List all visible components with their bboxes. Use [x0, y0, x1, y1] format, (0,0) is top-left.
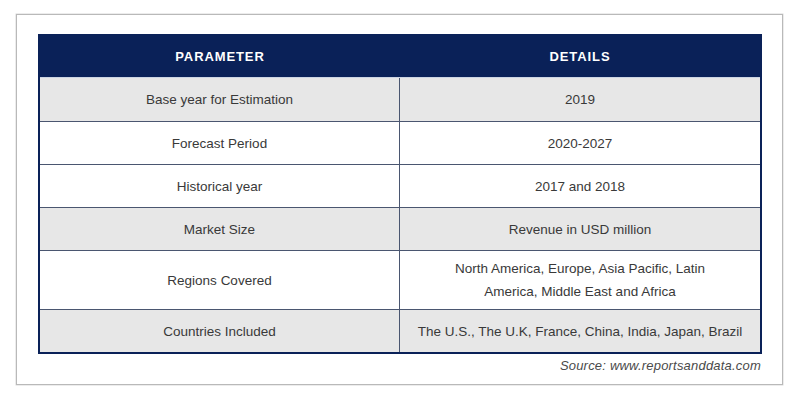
parameter-cell: Countries Included [40, 310, 400, 352]
column-header-parameter: PARAMETER [40, 36, 400, 77]
source-attribution: Source: www.reportsanddata.com [560, 358, 761, 373]
parameter-cell: Historical year [40, 165, 400, 207]
table-row: Base year for Estimation2019 [40, 78, 760, 121]
report-scope-table: PARAMETER DETAILS Base year for Estimati… [38, 34, 762, 354]
table-body: Base year for Estimation2019Forecast Per… [40, 78, 760, 352]
parameter-cell: Forecast Period [40, 122, 400, 164]
parameter-cell: Regions Covered [40, 251, 400, 309]
table-row: Regions CoveredNorth America, Europe, As… [40, 250, 760, 309]
table-row: Market SizeRevenue in USD million [40, 207, 760, 250]
table-header-row: PARAMETER DETAILS [40, 36, 760, 78]
details-cell: Revenue in USD million [400, 208, 760, 250]
column-header-details: DETAILS [400, 36, 760, 77]
details-cell: North America, Europe, Asia Pacific, Lat… [400, 251, 760, 309]
parameter-cell: Base year for Estimation [40, 78, 400, 121]
details-cell: 2020-2027 [400, 122, 760, 164]
details-cell: 2019 [400, 78, 760, 121]
table-row: Historical year2017 and 2018 [40, 164, 760, 207]
details-cell: The U.S., The U.K, France, China, India,… [400, 310, 760, 352]
details-cell: 2017 and 2018 [400, 165, 760, 207]
table-row: Countries IncludedThe U.S., The U.K, Fra… [40, 309, 760, 352]
content-card: PARAMETER DETAILS Base year for Estimati… [16, 14, 783, 385]
parameter-cell: Market Size [40, 208, 400, 250]
table-row: Forecast Period2020-2027 [40, 121, 760, 164]
